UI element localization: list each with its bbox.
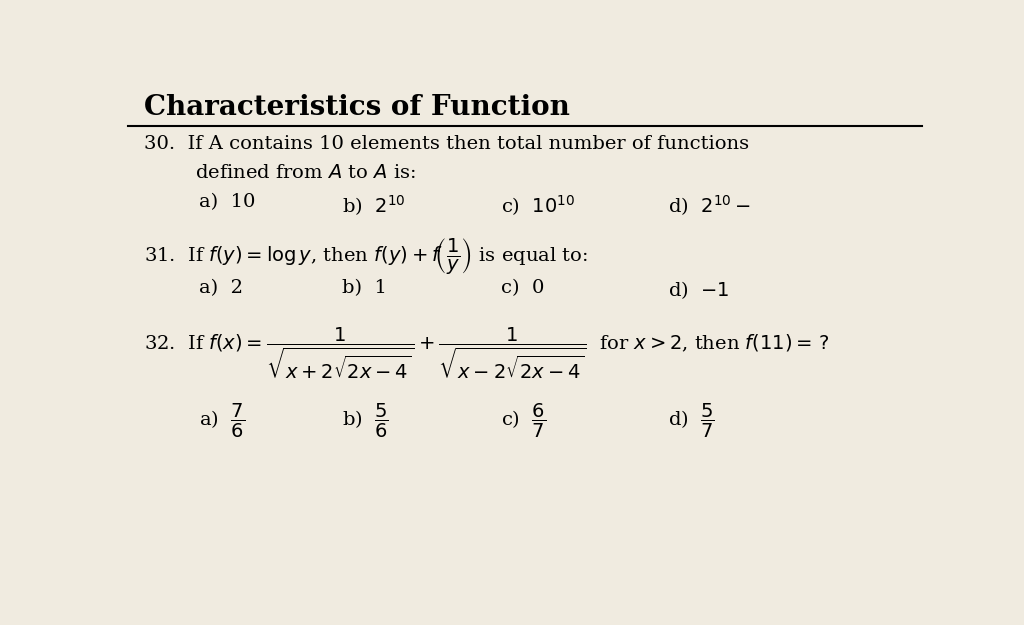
Text: a)  $\dfrac{7}{6}$: a) $\dfrac{7}{6}$ — [200, 402, 246, 441]
Text: c)  $10^{10}$: c) $10^{10}$ — [501, 193, 575, 218]
Text: Characteristics of Function: Characteristics of Function — [143, 94, 569, 121]
Text: b)  1: b) 1 — [342, 279, 387, 298]
Text: b)  $2^{10}$: b) $2^{10}$ — [342, 193, 406, 218]
Text: d)  $2^{10}-$: d) $2^{10}-$ — [668, 193, 751, 218]
Text: d)  $-1$: d) $-1$ — [668, 279, 729, 301]
Text: c)  $\dfrac{6}{7}$: c) $\dfrac{6}{7}$ — [501, 402, 547, 441]
Text: defined from $A$ to $A$ is:: defined from $A$ to $A$ is: — [196, 164, 417, 182]
Text: 32.  If $f(x) = \dfrac{1}{\sqrt{x+2\sqrt{2x-4}}}+\dfrac{1}{\sqrt{x-2\sqrt{2x-4}}: 32. If $f(x) = \dfrac{1}{\sqrt{x+2\sqrt{… — [143, 325, 829, 381]
Text: a)  2: a) 2 — [200, 279, 244, 298]
Text: d)  $\dfrac{5}{7}$: d) $\dfrac{5}{7}$ — [668, 402, 715, 441]
Text: 30.  If A contains 10 elements then total number of functions: 30. If A contains 10 elements then total… — [143, 135, 749, 153]
Text: c)  0: c) 0 — [501, 279, 545, 298]
Text: a)  10: a) 10 — [200, 193, 256, 211]
Text: b)  $\dfrac{5}{6}$: b) $\dfrac{5}{6}$ — [342, 402, 389, 441]
Text: 31.  If $f(y) = \log y$, then $f(y) + f\!\left(\dfrac{1}{y}\right)$ is equal to:: 31. If $f(y) = \log y$, then $f(y) + f\!… — [143, 236, 588, 276]
